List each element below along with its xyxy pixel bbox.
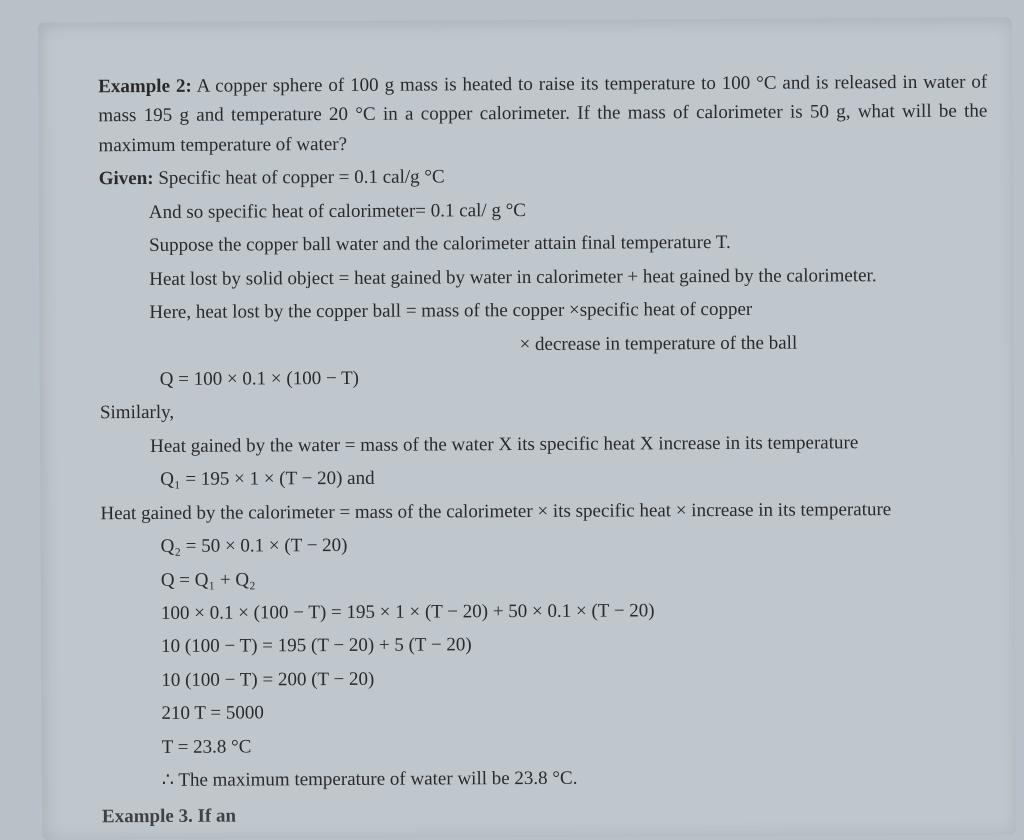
- heat-lost-intro: Heat lost by solid object = heat gained …: [149, 260, 988, 294]
- q-sum-equation: Q = Q₁ + Q₂: [101, 561, 990, 595]
- suppose-line: Suppose the copper ball water and the ca…: [99, 227, 988, 261]
- problem-statement: A copper sphere of 100 g mass is heated …: [98, 72, 987, 157]
- step-4: 210 T = 5000: [101, 695, 990, 729]
- example-heading-paragraph: Example 2: A copper sphere of 100 g mass…: [98, 68, 987, 161]
- example-label: Example 2:: [98, 76, 192, 97]
- document-page: Example 2: A copper sphere of 100 g mass…: [38, 17, 1016, 839]
- here-line-1: Here, heat lost by the copper ball = mas…: [99, 294, 988, 328]
- step-5: T = 23.8 °C: [102, 728, 991, 762]
- heat-gained-calorimeter: Heat gained by the calorimeter = mass of…: [100, 494, 989, 528]
- step-3: 10 (100 − T) = 200 (T − 20): [101, 661, 990, 695]
- step-1: 100 × 0.1 × (100 − T) = 195 × 1 × (T − 2…: [101, 595, 990, 629]
- and-so-line: And so specific heat of calorimeter= 0.1…: [99, 193, 988, 227]
- q-equation: Q = 100 × 0.1 × (100 − T): [100, 361, 989, 395]
- q1-equation: Q₁ = 195 × 1 × (T − 20) and: [100, 461, 989, 495]
- given-label: Given:: [99, 168, 154, 189]
- conclusion: ∴ The maximum temperature of water will …: [102, 762, 991, 796]
- similarly-label: Similarly,: [100, 394, 989, 428]
- step-2: 10 (100 − T) = 195 (T − 20) + 5 (T − 20): [101, 628, 990, 662]
- next-example-partial: Example 3. If an: [102, 797, 991, 831]
- given-text: Specific heat of copper = 0.1 cal/g °C: [154, 167, 445, 190]
- here-line-2: × decrease in temperature of the ball: [99, 327, 988, 361]
- heat-lost-text: Heat lost by solid object = heat gained …: [149, 265, 876, 290]
- heat-gained-water: Heat gained by the water = mass of the w…: [100, 427, 989, 461]
- given-line: Given: Specific heat of copper = 0.1 cal…: [99, 160, 988, 194]
- q2-equation: Q₂ = 50 × 0.1 × (T − 20): [101, 528, 990, 562]
